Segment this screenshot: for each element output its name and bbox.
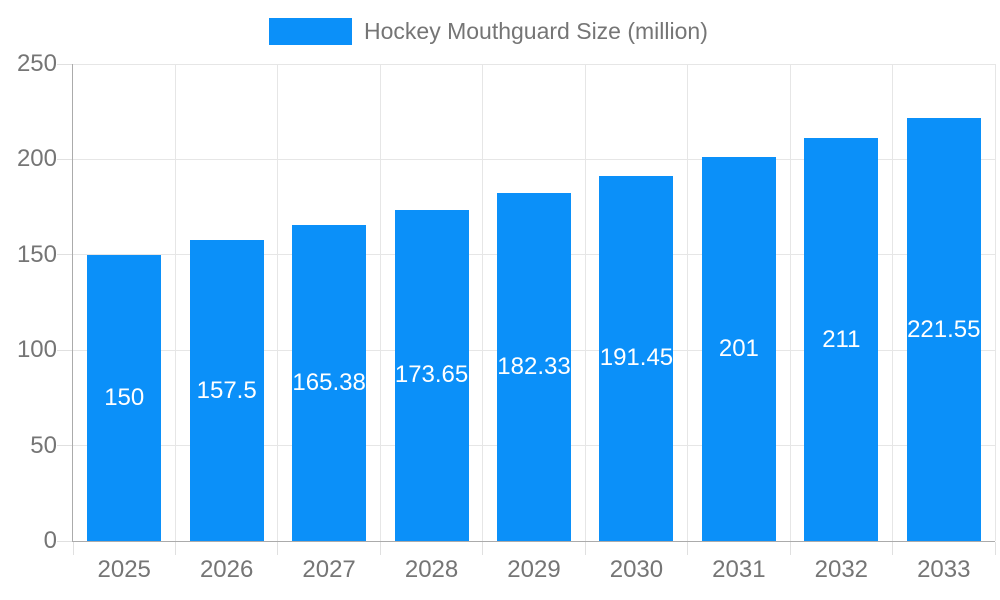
x-axis-tick-label: 2028 [404,556,459,583]
y-tick [57,63,72,65]
x-tick [174,542,176,555]
plot-area: 150 157.5 165.38 173.65 182.33 191.45 201 211 22… [17,50,996,583]
bar-2030[interactable]: 191.45 [599,175,674,541]
legend-label[interactable]: Hockey Mouthguard Size (million) [364,18,708,44]
x-tick [584,542,586,555]
bar-value-label: 201 [718,335,759,363]
y-axis-tick-label: 50 [30,431,57,459]
x-tick [277,542,279,555]
v-gridline [687,64,689,541]
y-axis-tick-label: 0 [43,527,57,554]
v-gridline [584,64,586,541]
bar-value-label: 150 [104,383,145,411]
y-tick [57,349,72,351]
x-tick [892,542,894,555]
v-gridline [892,64,894,541]
bar-2031[interactable]: 201 [701,157,776,541]
y-axis-tick-label: 100 [16,336,57,364]
bar-2027[interactable]: 165.38 [292,225,367,541]
bar-value-label: 173.65 [394,361,469,389]
bar-2029[interactable]: 182.33 [497,193,571,541]
v-gridline [174,64,176,541]
bar-value-label: 191.45 [599,344,674,372]
x-axis-tick-label: 2025 [97,556,151,583]
legend[interactable]: Hockey Mouthguard Size (million) [269,18,708,45]
x-tick [789,542,791,555]
y-axis-tick-label: 150 [16,240,57,268]
h-gridline [73,158,995,160]
bar-2025[interactable]: 150 [87,254,162,541]
x-axis-tick-label: 2030 [609,556,664,583]
v-gridline [789,64,791,541]
x-axis-tick-label: 2027 [302,556,356,583]
bar-value-label: 221.55 [907,315,981,343]
x-tick [482,542,484,555]
y-tick [57,254,72,256]
x-tick [687,542,689,555]
v-gridline [482,64,484,541]
bar-2033[interactable]: 221.55 [906,118,981,541]
bar-value-label: 165.38 [292,369,366,397]
x-axis-tick-label: 2026 [199,556,254,583]
y-tick [57,158,72,160]
bar-value-label: 182.33 [497,353,571,381]
y-axis-tick-label: 250 [16,50,57,77]
bar-2026[interactable]: 157.5 [189,240,264,541]
x-axis-tick-label: 2032 [814,556,869,583]
x-axis-line [73,541,995,542]
x-tick [994,542,996,555]
y-tick [57,540,72,542]
bar-2028[interactable]: 173.65 [394,209,469,541]
x-axis-tick-label: 2033 [917,556,971,583]
v-gridline [277,64,279,541]
v-gridline [994,64,996,541]
x-axis-tick-label: 2031 [712,556,766,583]
h-gridline [73,63,995,65]
bar-2032[interactable]: 211 [804,138,879,541]
y-tick [57,445,72,447]
x-tick [379,542,381,555]
y-axis-tick-label: 200 [16,145,57,173]
x-axis-tick-label: 2029 [507,556,561,583]
y-axis-line [72,64,73,542]
x-tick [72,542,74,555]
v-gridline [379,64,381,541]
bar-value-label: 211 [822,325,861,353]
legend-swatch[interactable] [269,18,352,45]
bar-value-label: 157.5 [196,376,257,404]
